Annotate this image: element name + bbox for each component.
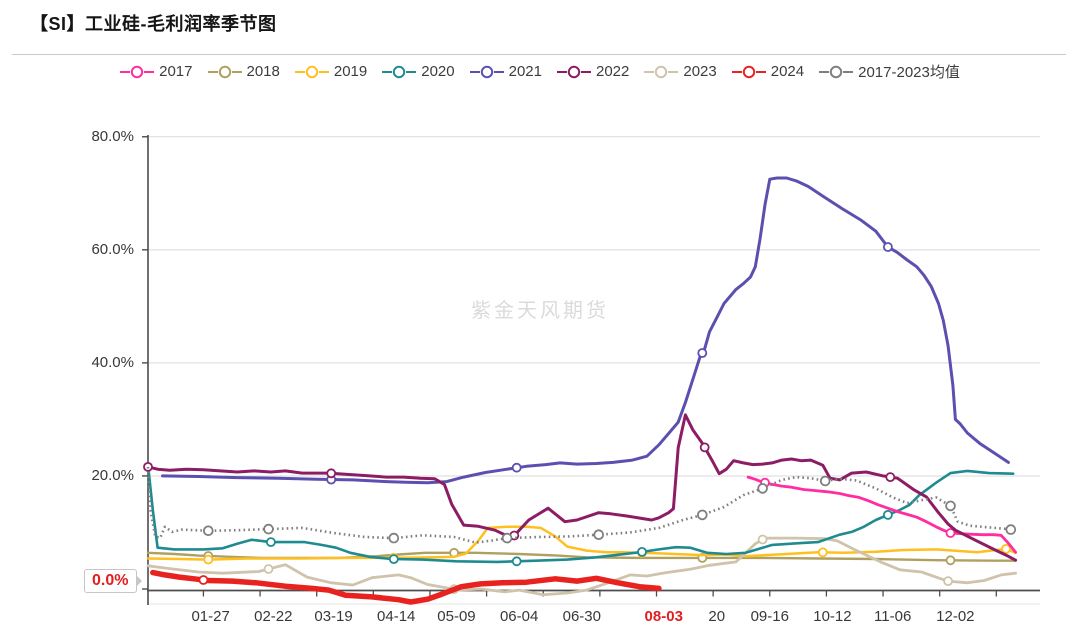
- legend-label: 2018: [246, 63, 280, 80]
- legend: 2017 2018 2019 2020 2021 2022 2023 2024 2017-202…: [0, 61, 1080, 82]
- legend-label: 2024: [770, 63, 805, 80]
- legend-item-2020[interactable]: 2020: [382, 63, 455, 80]
- series-marker-2020: [511, 556, 522, 567]
- y-tick-label: 80.0%: [91, 127, 134, 145]
- legend-marker-icon: [207, 65, 242, 78]
- series-marker-2020: [637, 547, 647, 557]
- series-marker-2017-2023均值: [203, 525, 214, 537]
- legend-item-2022[interactable]: 2022: [557, 63, 629, 80]
- legend-label: 2019: [333, 63, 368, 80]
- legend-item-2021[interactable]: 2021: [469, 63, 542, 80]
- x-tick-label: 09-16: [750, 608, 789, 625]
- series-marker-2017-2023均值: [1005, 524, 1017, 535]
- x-tick-label: 08-03: [644, 608, 683, 625]
- series-marker-2021: [697, 348, 708, 358]
- x-tick-label: 12-02: [936, 608, 975, 625]
- legend-marker-icon: [382, 65, 417, 78]
- series-line-2023: [146, 536, 1017, 597]
- legend-item-2017[interactable]: 2017: [120, 63, 193, 80]
- legend-label: 2020: [421, 63, 455, 80]
- x-tick-label: 02-22: [254, 608, 293, 625]
- legend-label: 2017: [159, 63, 193, 80]
- series-marker-2020: [883, 510, 893, 520]
- y-tick-label: 20.0%: [91, 466, 134, 484]
- legend-item-2023[interactable]: 2023: [644, 63, 717, 80]
- legend-label: 2021: [508, 63, 542, 80]
- series-marker-2023: [757, 534, 768, 545]
- series-marker-2019: [817, 547, 828, 558]
- legend-marker-icon: [294, 65, 329, 78]
- legend-item-2018[interactable]: 2018: [207, 63, 280, 80]
- x-tick-label: 06-30: [562, 608, 601, 625]
- series-marker-2024: [198, 575, 209, 585]
- series-marker-2017-2023均值: [263, 523, 274, 535]
- series-marker-2018: [945, 555, 956, 566]
- y-zero-label: 0.0%: [84, 569, 143, 593]
- x-tick-label: 11-06: [874, 608, 912, 625]
- series-line-2021: [161, 176, 1010, 485]
- legend-item-2024[interactable]: 2024: [731, 63, 805, 80]
- x-tick-label: 20: [708, 608, 726, 625]
- x-tick-label: 10-12: [813, 608, 852, 625]
- legend-item-2019[interactable]: 2019: [294, 63, 368, 80]
- y-tick-label: 40.0%: [91, 353, 134, 371]
- series-marker-2021: [511, 462, 522, 473]
- series-marker-2017-2023均值: [819, 475, 831, 487]
- series-marker-2021: [883, 242, 893, 252]
- series-line-2017-2023均值: [146, 466, 1016, 544]
- x-tick-label: 01-27: [191, 608, 230, 625]
- legend-item-2017-2023均值[interactable]: 2017-2023均值: [819, 61, 960, 82]
- series-marker-2022: [326, 468, 337, 479]
- legend-marker-icon: [469, 65, 504, 78]
- x-tick-label: 04-14: [377, 608, 416, 625]
- series-line-2017: [746, 475, 1017, 554]
- series-marker-2017-2023均值: [593, 529, 604, 540]
- series-marker-2017-2023均值: [945, 500, 956, 512]
- series-line-2024: [150, 569, 662, 605]
- series-marker-2020: [265, 537, 276, 547]
- legend-marker-icon: [819, 65, 854, 78]
- series-marker-2017-2023均值: [501, 532, 513, 544]
- series-marker-2017-2023均值: [388, 532, 400, 544]
- series-marker-2022: [885, 472, 896, 483]
- series-marker-2023: [943, 576, 953, 586]
- series-line-2022: [146, 413, 1018, 562]
- legend-marker-icon: [120, 65, 155, 78]
- legend-marker-icon: [557, 65, 591, 78]
- legend-marker-icon: [644, 65, 679, 78]
- legend-label: 2017-2023均值: [858, 64, 960, 81]
- series-marker-2020: [388, 554, 399, 564]
- legend-marker-icon: [731, 65, 766, 78]
- x-tick-label: 06-04: [499, 608, 539, 625]
- x-tick-label: 03-19: [314, 608, 353, 625]
- series-marker-2022: [699, 442, 710, 453]
- title-divider: [12, 54, 1066, 55]
- series-marker-2017-2023均值: [696, 509, 708, 521]
- series-marker-2017: [945, 528, 956, 538]
- series-marker-2017-2023均值: [757, 483, 768, 494]
- y-tick-label: 60.0%: [91, 240, 134, 258]
- series-marker-2019: [203, 554, 214, 565]
- series-marker-2019: [1001, 544, 1011, 554]
- x-tick-label: 05-09: [437, 608, 476, 625]
- legend-label: 2023: [683, 63, 717, 80]
- series-marker-2023: [263, 564, 274, 574]
- page-title: 【SI】工业硅-毛利润率季节图: [30, 14, 277, 34]
- legend-label: 2022: [596, 63, 630, 80]
